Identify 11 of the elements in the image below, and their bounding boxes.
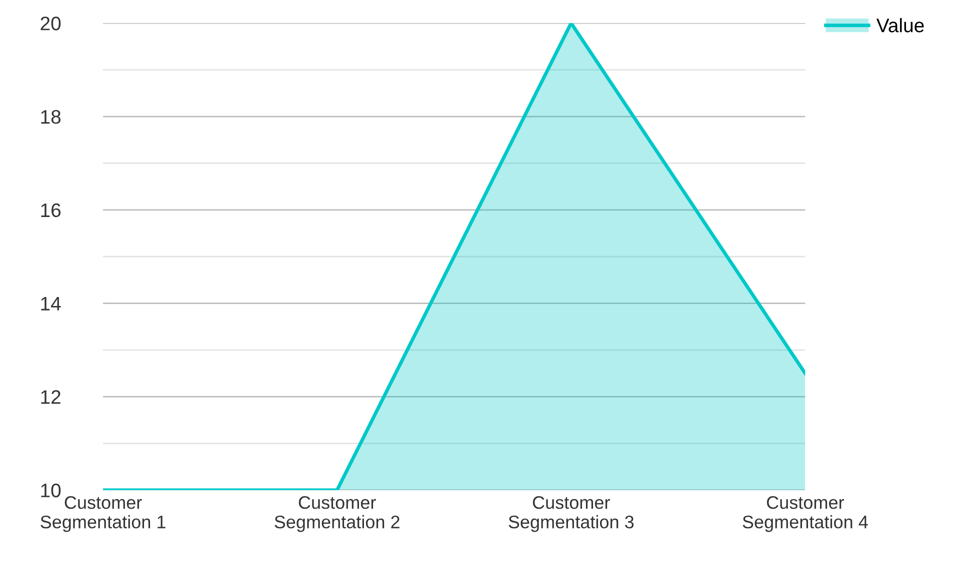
legend-label: Value [876, 18, 924, 32]
y-tick-label: 14 [41, 296, 61, 310]
x-tick-label: Customer Segmentation 1 [40, 496, 166, 532]
x-tick-label: Customer Segmentation 3 [508, 496, 634, 532]
y-tick-label: 10 [41, 484, 61, 498]
y-tick-label: 12 [41, 390, 60, 404]
y-tick-label: 20 [40, 16, 61, 30]
y-tick-label: 16 [41, 203, 61, 218]
x-tick-label: Customer Segmentation 4 [742, 496, 868, 532]
x-tick-label: Customer Segmentation 2 [274, 496, 400, 532]
y-tick-label: 18 [41, 110, 61, 124]
